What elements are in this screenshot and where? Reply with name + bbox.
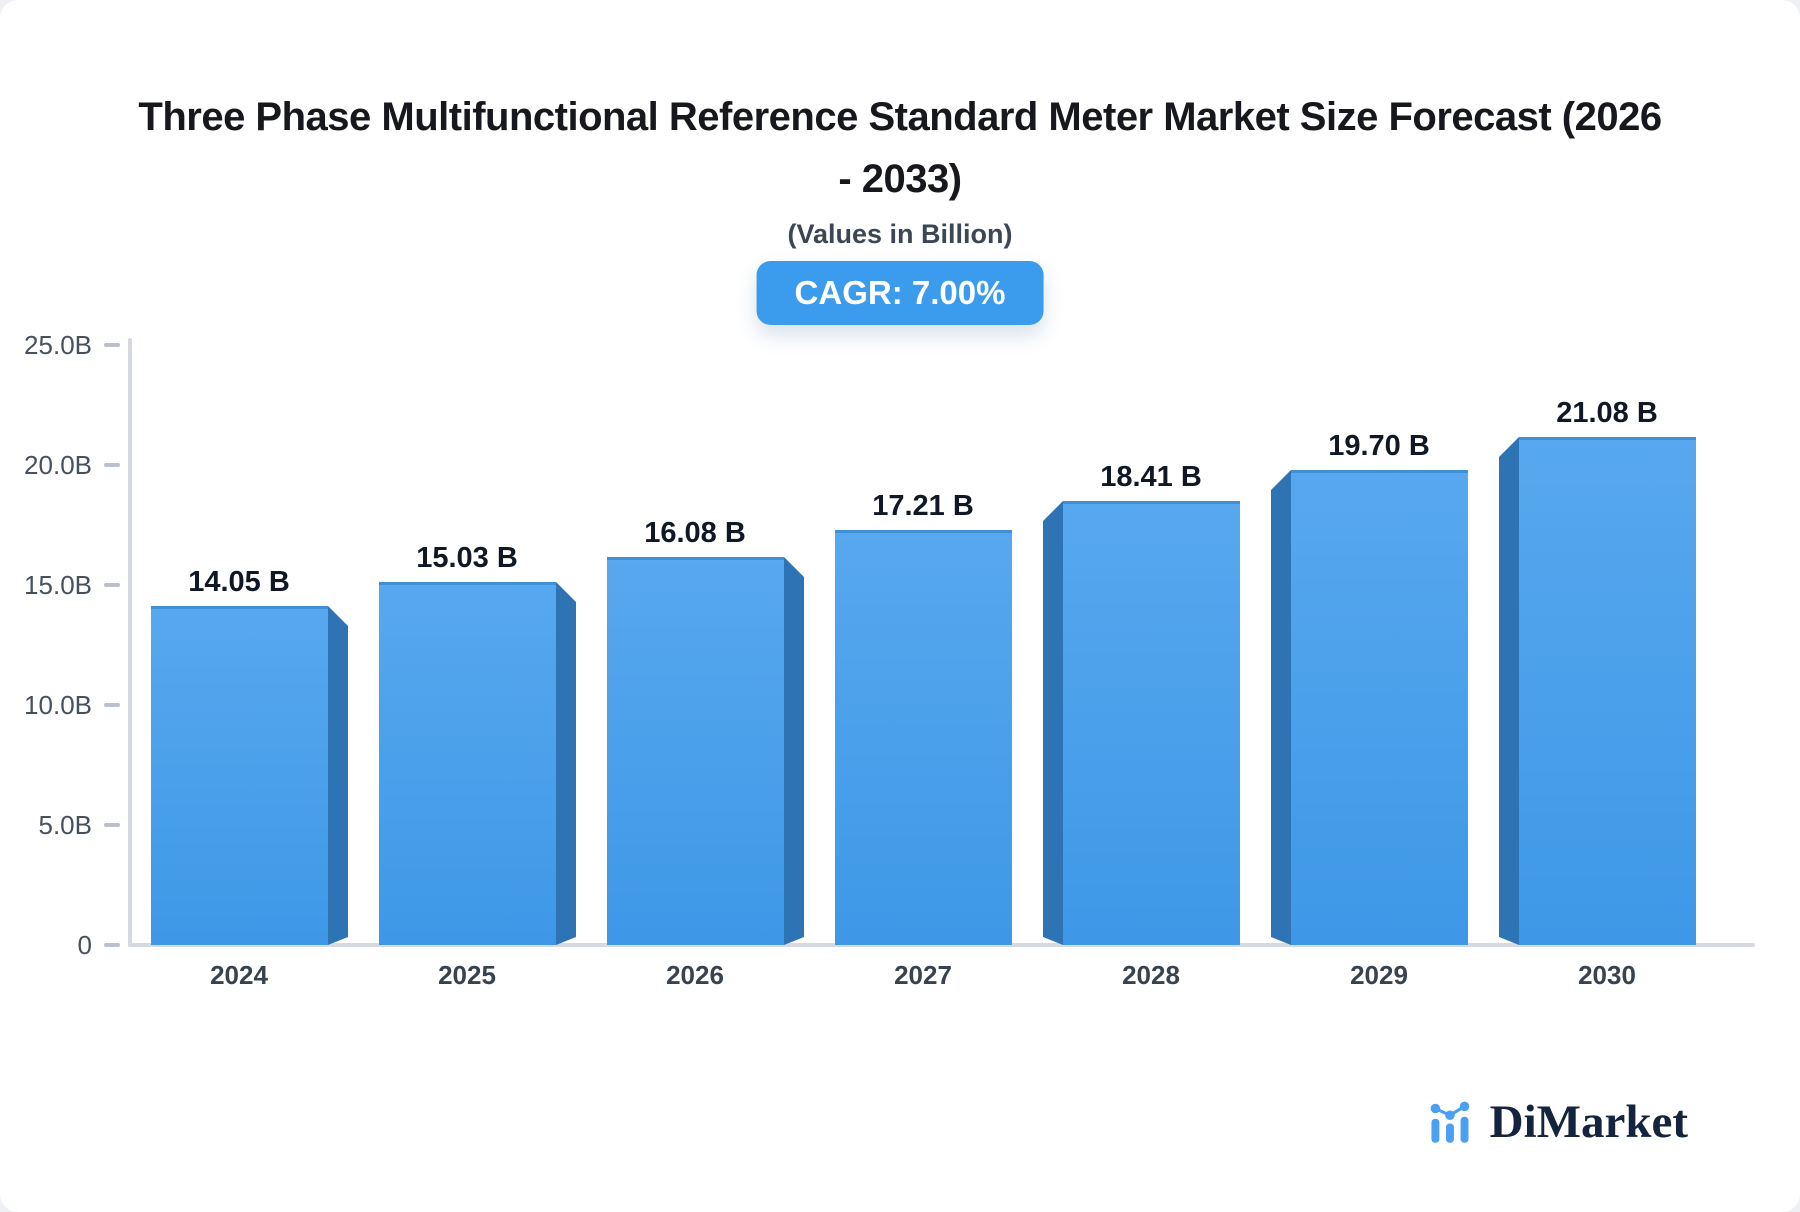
bar[interactable]: [606, 557, 784, 945]
y-tick-label: 5.0B: [38, 810, 93, 840]
bar-3d-side: [327, 606, 348, 945]
x-tick-label: 2029: [1350, 960, 1408, 990]
cagr-badge: CAGR: 7.00%: [756, 261, 1044, 325]
bar[interactable]: [1290, 470, 1468, 945]
bar-value-label: 15.03 B: [416, 542, 518, 574]
x-tick-label: 2024: [210, 960, 268, 990]
x-tick-label: 2028: [1122, 960, 1180, 990]
chart-title-line1: Three Phase Multifunctional Reference St…: [138, 95, 1662, 139]
bar-value-label: 18.41 B: [1100, 461, 1202, 493]
bar-3d-side: [1498, 437, 1519, 945]
y-tick-mark: [104, 943, 120, 947]
bar[interactable]: [150, 606, 328, 945]
bar[interactable]: [378, 582, 556, 945]
chart-title-line2: - 2033): [838, 157, 962, 201]
chart-subtitle: (Values in Billion): [787, 219, 1013, 249]
y-tick-mark: [104, 343, 120, 347]
x-axis-line: [128, 943, 1755, 947]
bar-value-label: 17.21 B: [872, 490, 974, 522]
bar[interactable]: [1062, 501, 1240, 945]
bar[interactable]: [834, 530, 1012, 945]
bar-3d-side: [1042, 501, 1063, 945]
x-tick-label: 2030: [1578, 960, 1636, 990]
y-tick-mark: [104, 463, 120, 467]
bar[interactable]: [1518, 437, 1696, 945]
y-tick-mark: [104, 583, 120, 587]
bar-3d-side: [783, 557, 804, 945]
bar-value-label: 21.08 B: [1556, 397, 1658, 429]
x-tick-label: 2027: [894, 960, 952, 990]
y-tick-label: 25.0B: [24, 330, 92, 360]
y-tick-label: 20.0B: [24, 450, 92, 480]
y-tick-label: 15.0B: [24, 570, 92, 600]
brand-logo-text: DiMarket: [1489, 1096, 1688, 1148]
mini-bar-line-chart-icon: [1430, 1101, 1469, 1143]
bar-value-label: 16.08 B: [644, 517, 746, 549]
y-tick-mark: [104, 703, 120, 707]
x-tick-label: 2025: [438, 960, 496, 990]
y-axis-line: [128, 338, 132, 947]
y-tick-label: 10.0B: [24, 690, 92, 720]
bar-value-label: 19.70 B: [1328, 430, 1430, 462]
y-tick-mark: [104, 823, 120, 827]
bar-value-label: 14.05 B: [188, 566, 290, 598]
x-tick-label: 2026: [666, 960, 724, 990]
chart-title: Three Phase Multifunctional Reference St…: [0, 86, 1800, 210]
bar-3d-side: [555, 582, 576, 945]
y-tick-label: 0: [77, 930, 92, 960]
brand-logo: DiMarket: [1425, 1096, 1688, 1148]
bar-3d-side: [1270, 470, 1291, 945]
